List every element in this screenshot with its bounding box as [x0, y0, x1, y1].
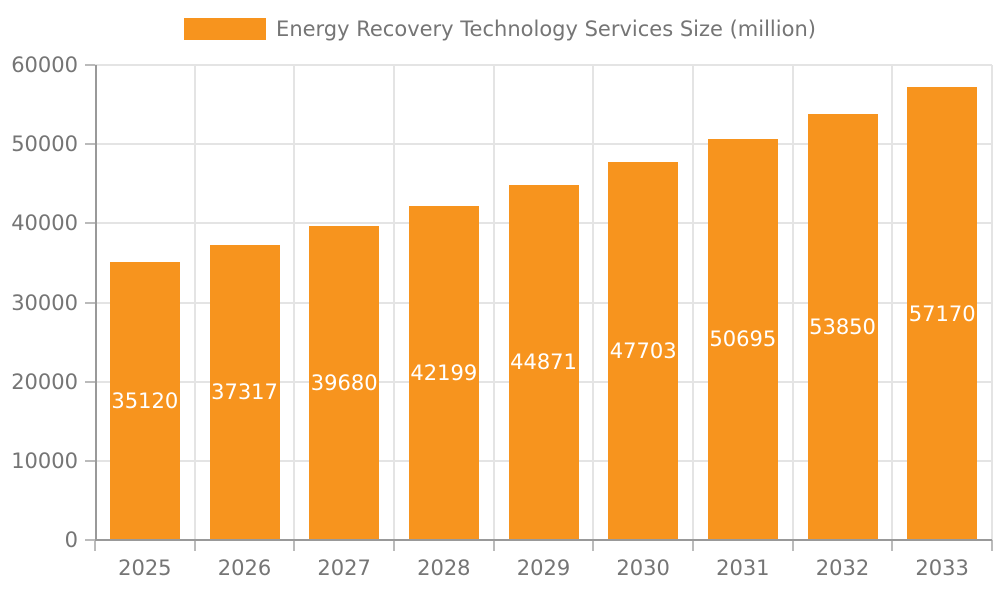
bar [707, 138, 778, 540]
gridline-horizontal [95, 64, 992, 66]
bar-value-label: 35120 [111, 388, 179, 413]
gridline-vertical [692, 65, 694, 540]
gridline-vertical [293, 65, 296, 540]
x-axis-tick-label: 2031 [716, 556, 770, 580]
x-axis-line [95, 539, 992, 541]
y-axis-tick [85, 539, 95, 541]
y-axis-line [95, 65, 97, 540]
x-axis-tick [692, 540, 694, 551]
bar-value-label: 50695 [709, 327, 777, 352]
x-axis-tick [193, 540, 196, 551]
x-axis-tick [293, 540, 296, 551]
legend: Energy Recovery Technology Services Size… [0, 17, 1000, 41]
bar [508, 184, 579, 540]
bar [608, 162, 679, 540]
y-axis-tick [85, 222, 95, 225]
y-axis-tick-label: 30000 [11, 290, 78, 315]
gridline-vertical [492, 65, 495, 540]
bar-value-label: 39680 [310, 370, 378, 395]
x-axis-tick [991, 540, 993, 551]
y-axis-tick [85, 380, 95, 383]
y-axis-tick-label: 50000 [11, 132, 78, 157]
gridline-vertical [791, 65, 794, 540]
plot-area [85, 64, 993, 551]
bar-value-label: 57170 [908, 301, 976, 326]
y-axis-tick [85, 64, 95, 66]
x-axis-tick [592, 540, 595, 551]
y-axis-tick-label: 40000 [11, 211, 78, 236]
y-axis-tick-label: 20000 [11, 369, 78, 394]
bar-value-label: 42199 [410, 360, 478, 385]
y-axis-tick-label: 10000 [11, 448, 78, 473]
x-axis-tick [94, 540, 96, 551]
gridline-vertical [193, 65, 196, 540]
x-axis-tick-label: 2026 [217, 556, 272, 580]
y-axis-tick-label: 0 [64, 528, 78, 552]
legend-swatch [184, 18, 267, 40]
x-axis-tick-label: 2033 [915, 556, 969, 580]
gridline-vertical [592, 65, 595, 540]
x-axis-tick [791, 540, 794, 551]
gridline-vertical [393, 65, 395, 540]
x-axis-tick [393, 540, 395, 551]
bar-value-label: 37317 [211, 380, 278, 405]
legend-label: Energy Recovery Technology Services Size… [276, 17, 816, 41]
y-axis-tick [85, 143, 95, 146]
x-axis-tick-label: 2030 [616, 556, 670, 580]
bar [209, 244, 280, 540]
bar [807, 113, 878, 540]
y-axis-tick-label: 60000 [11, 53, 78, 77]
bar [309, 225, 380, 540]
bar-value-label: 53850 [809, 314, 876, 339]
x-axis-tick [891, 540, 894, 551]
x-axis-tick-label: 2027 [317, 556, 371, 580]
y-axis-tick [85, 459, 95, 462]
bar [907, 87, 978, 540]
gridline-vertical [991, 65, 993, 540]
x-axis-tick-label: 2028 [417, 556, 471, 580]
bar [109, 261, 180, 540]
bar-value-label: 47703 [609, 339, 677, 364]
x-axis-tick-label: 2025 [118, 556, 172, 580]
bar [408, 205, 479, 540]
bar-value-label: 44871 [510, 350, 577, 375]
x-axis-tick-label: 2029 [516, 556, 571, 580]
x-axis-tick [492, 540, 495, 551]
x-axis-tick-label: 2032 [815, 556, 870, 580]
y-axis-tick [85, 301, 95, 304]
